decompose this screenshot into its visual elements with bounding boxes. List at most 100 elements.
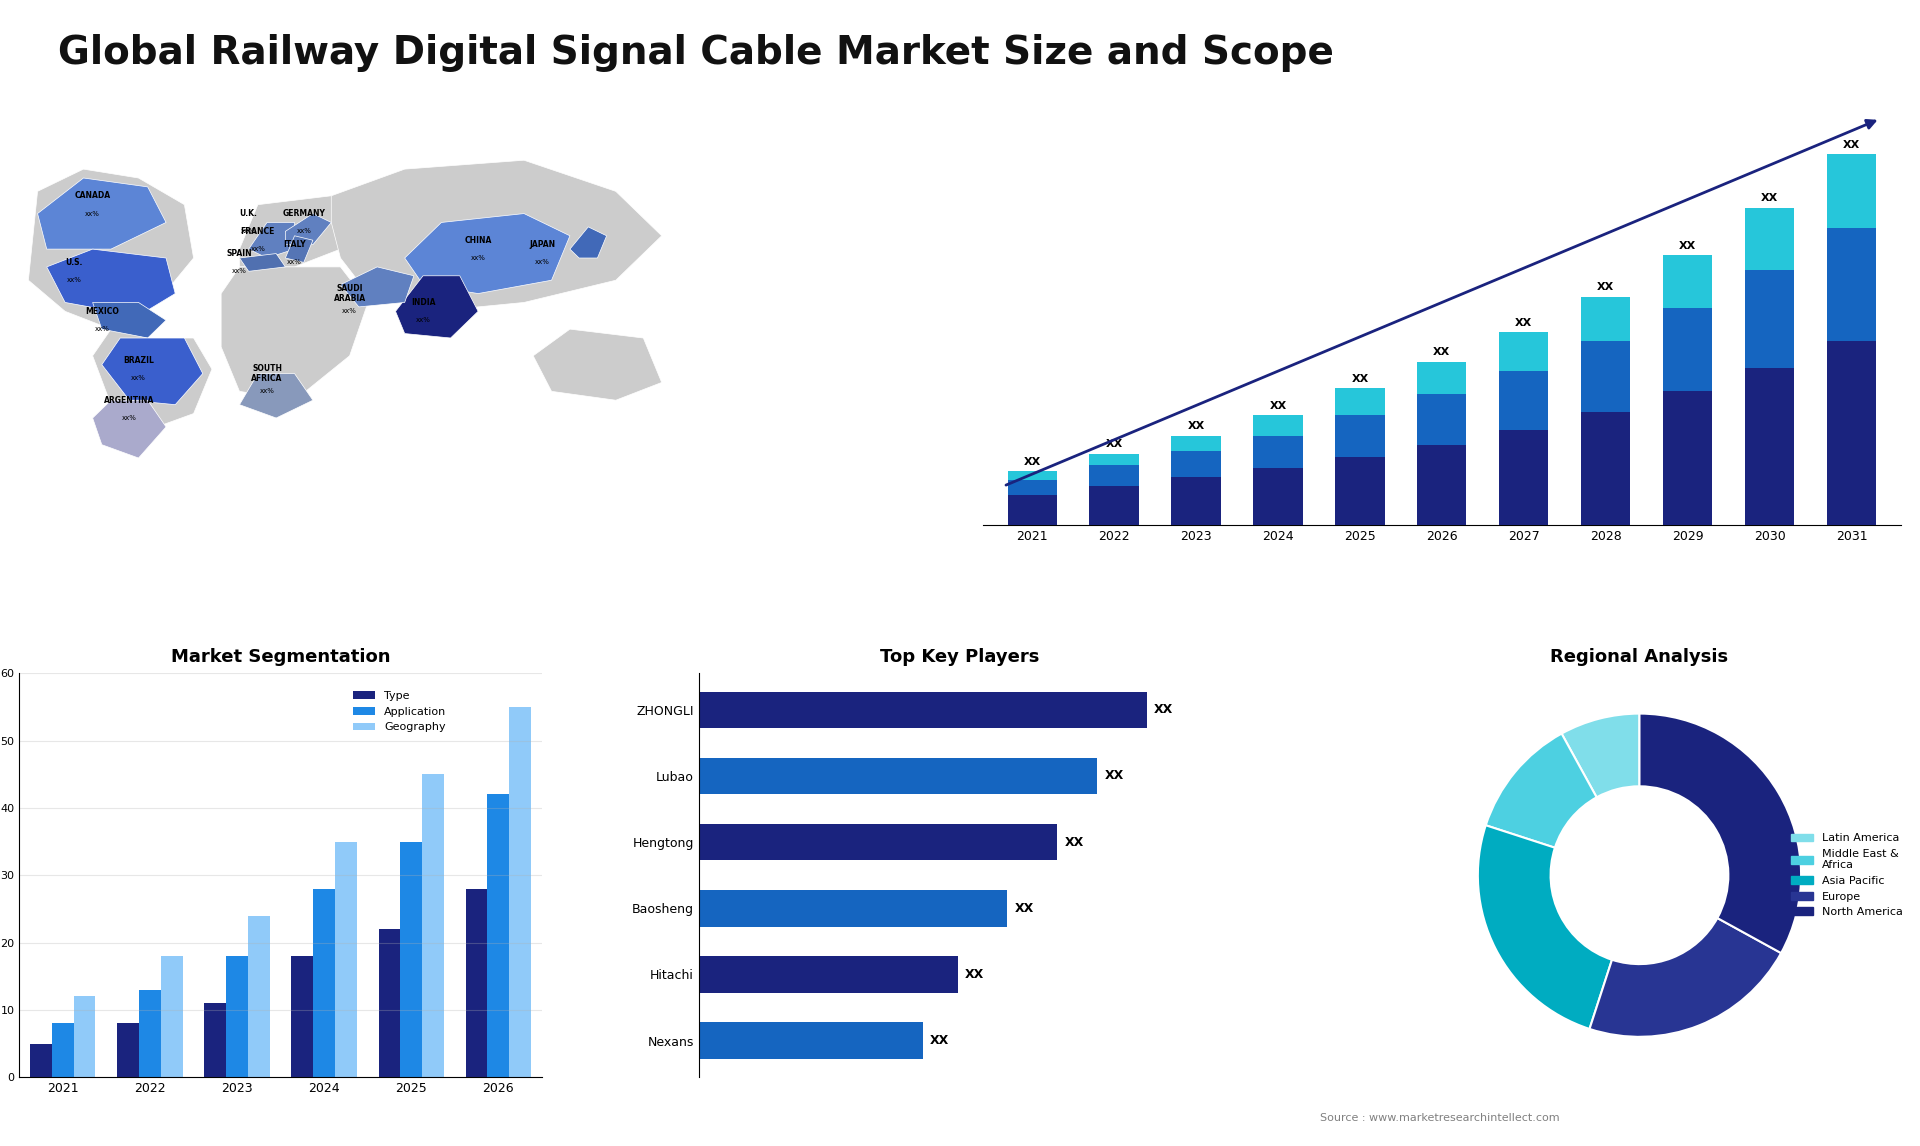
Bar — [1663, 391, 1713, 525]
Polygon shape — [46, 249, 175, 316]
Bar — [1254, 435, 1302, 469]
Bar — [292, 956, 313, 1077]
Title: Market Segmentation: Market Segmentation — [171, 649, 390, 666]
Bar — [1254, 415, 1302, 435]
Text: XX: XX — [1154, 704, 1173, 716]
Bar — [1745, 368, 1795, 525]
Bar — [31, 1044, 52, 1077]
Text: Global Railway Digital Signal Cable Market Size and Scope: Global Railway Digital Signal Cable Mark… — [58, 34, 1334, 72]
Text: U.S.: U.S. — [65, 258, 83, 267]
Bar — [378, 929, 399, 1077]
Text: xx%: xx% — [250, 246, 265, 252]
Polygon shape — [570, 227, 607, 258]
Bar — [1828, 155, 1876, 228]
Polygon shape — [534, 329, 662, 400]
Text: XX: XX — [1761, 194, 1778, 203]
Bar — [422, 775, 444, 1077]
Text: XX: XX — [1352, 374, 1369, 384]
Bar — [1334, 388, 1384, 415]
Text: GERMANY: GERMANY — [282, 209, 324, 218]
Text: Source : www.marketresearchintellect.com: Source : www.marketresearchintellect.com — [1321, 1113, 1559, 1123]
Text: XX: XX — [1106, 439, 1123, 449]
Text: XX: XX — [1104, 769, 1123, 783]
Polygon shape — [405, 213, 570, 293]
Text: INDIA: INDIA — [411, 298, 436, 307]
Text: XX: XX — [1680, 241, 1697, 251]
Bar — [1582, 342, 1630, 413]
Text: xx%: xx% — [84, 211, 100, 217]
Text: xx%: xx% — [259, 388, 275, 394]
Bar — [699, 758, 1096, 794]
Text: xx%: xx% — [94, 327, 109, 332]
Bar — [1663, 308, 1713, 391]
Bar — [1417, 394, 1467, 445]
Polygon shape — [92, 303, 165, 338]
Text: CANADA: CANADA — [75, 191, 111, 201]
Text: SPAIN: SPAIN — [227, 249, 252, 258]
Text: SAUDI
ARABIA: SAUDI ARABIA — [334, 284, 365, 304]
Text: xx%: xx% — [121, 415, 136, 421]
Legend: Type, Application, Geography: Type, Application, Geography — [349, 686, 451, 737]
Bar — [1663, 256, 1713, 308]
Text: FRANCE: FRANCE — [240, 227, 275, 236]
Text: XX: XX — [1187, 422, 1204, 431]
Text: CHINA: CHINA — [465, 236, 492, 245]
Bar — [467, 888, 488, 1077]
Bar — [1500, 430, 1548, 525]
Bar — [1171, 477, 1221, 525]
Title: Top Key Players: Top Key Players — [879, 649, 1041, 666]
Bar — [399, 841, 422, 1077]
Text: xx%: xx% — [67, 277, 83, 283]
Text: BRAZIL: BRAZIL — [123, 355, 154, 364]
Bar — [1582, 297, 1630, 342]
Text: xx%: xx% — [470, 256, 486, 261]
Bar — [248, 916, 269, 1077]
Bar — [1254, 469, 1302, 525]
Polygon shape — [38, 178, 165, 249]
Polygon shape — [92, 400, 165, 458]
Wedge shape — [1486, 733, 1597, 848]
Text: XX: XX — [1016, 902, 1035, 915]
Bar — [699, 956, 958, 992]
Bar — [1500, 370, 1548, 430]
Bar — [488, 794, 509, 1077]
Text: XX: XX — [1515, 317, 1532, 328]
Bar — [699, 1022, 924, 1059]
Bar — [138, 990, 161, 1077]
Bar — [1828, 228, 1876, 342]
Bar — [699, 890, 1008, 926]
Legend: Latin America, Middle East &
Africa, Asia Pacific, Europe, North America: Latin America, Middle East & Africa, Asi… — [1786, 829, 1907, 921]
Bar — [1334, 456, 1384, 525]
Text: XX: XX — [1432, 347, 1450, 358]
Bar — [1745, 269, 1795, 368]
Bar — [227, 956, 248, 1077]
Text: XX: XX — [1064, 835, 1083, 849]
Bar — [1089, 465, 1139, 486]
Text: xx%: xx% — [415, 317, 430, 323]
Polygon shape — [240, 196, 359, 267]
Text: XX: XX — [929, 1034, 948, 1047]
Bar — [1008, 480, 1056, 495]
Text: U.K.: U.K. — [240, 209, 257, 218]
Bar — [1171, 450, 1221, 477]
Bar — [1582, 413, 1630, 525]
Bar — [204, 1003, 227, 1077]
Bar — [117, 1023, 138, 1077]
Text: XX: XX — [1023, 457, 1041, 466]
Bar — [161, 956, 182, 1077]
Bar — [1417, 445, 1467, 525]
Polygon shape — [221, 267, 369, 400]
Wedge shape — [1478, 825, 1613, 1029]
Bar — [1008, 495, 1056, 525]
Title: Regional Analysis: Regional Analysis — [1551, 649, 1728, 666]
Bar — [1089, 454, 1139, 465]
Bar — [313, 888, 334, 1077]
Polygon shape — [29, 170, 194, 329]
Wedge shape — [1561, 714, 1640, 798]
Bar — [699, 824, 1058, 861]
Text: xx%: xx% — [296, 228, 311, 234]
Bar — [1008, 471, 1056, 480]
Bar — [1089, 486, 1139, 525]
Text: SOUTH
AFRICA: SOUTH AFRICA — [252, 364, 282, 383]
Polygon shape — [332, 160, 662, 312]
